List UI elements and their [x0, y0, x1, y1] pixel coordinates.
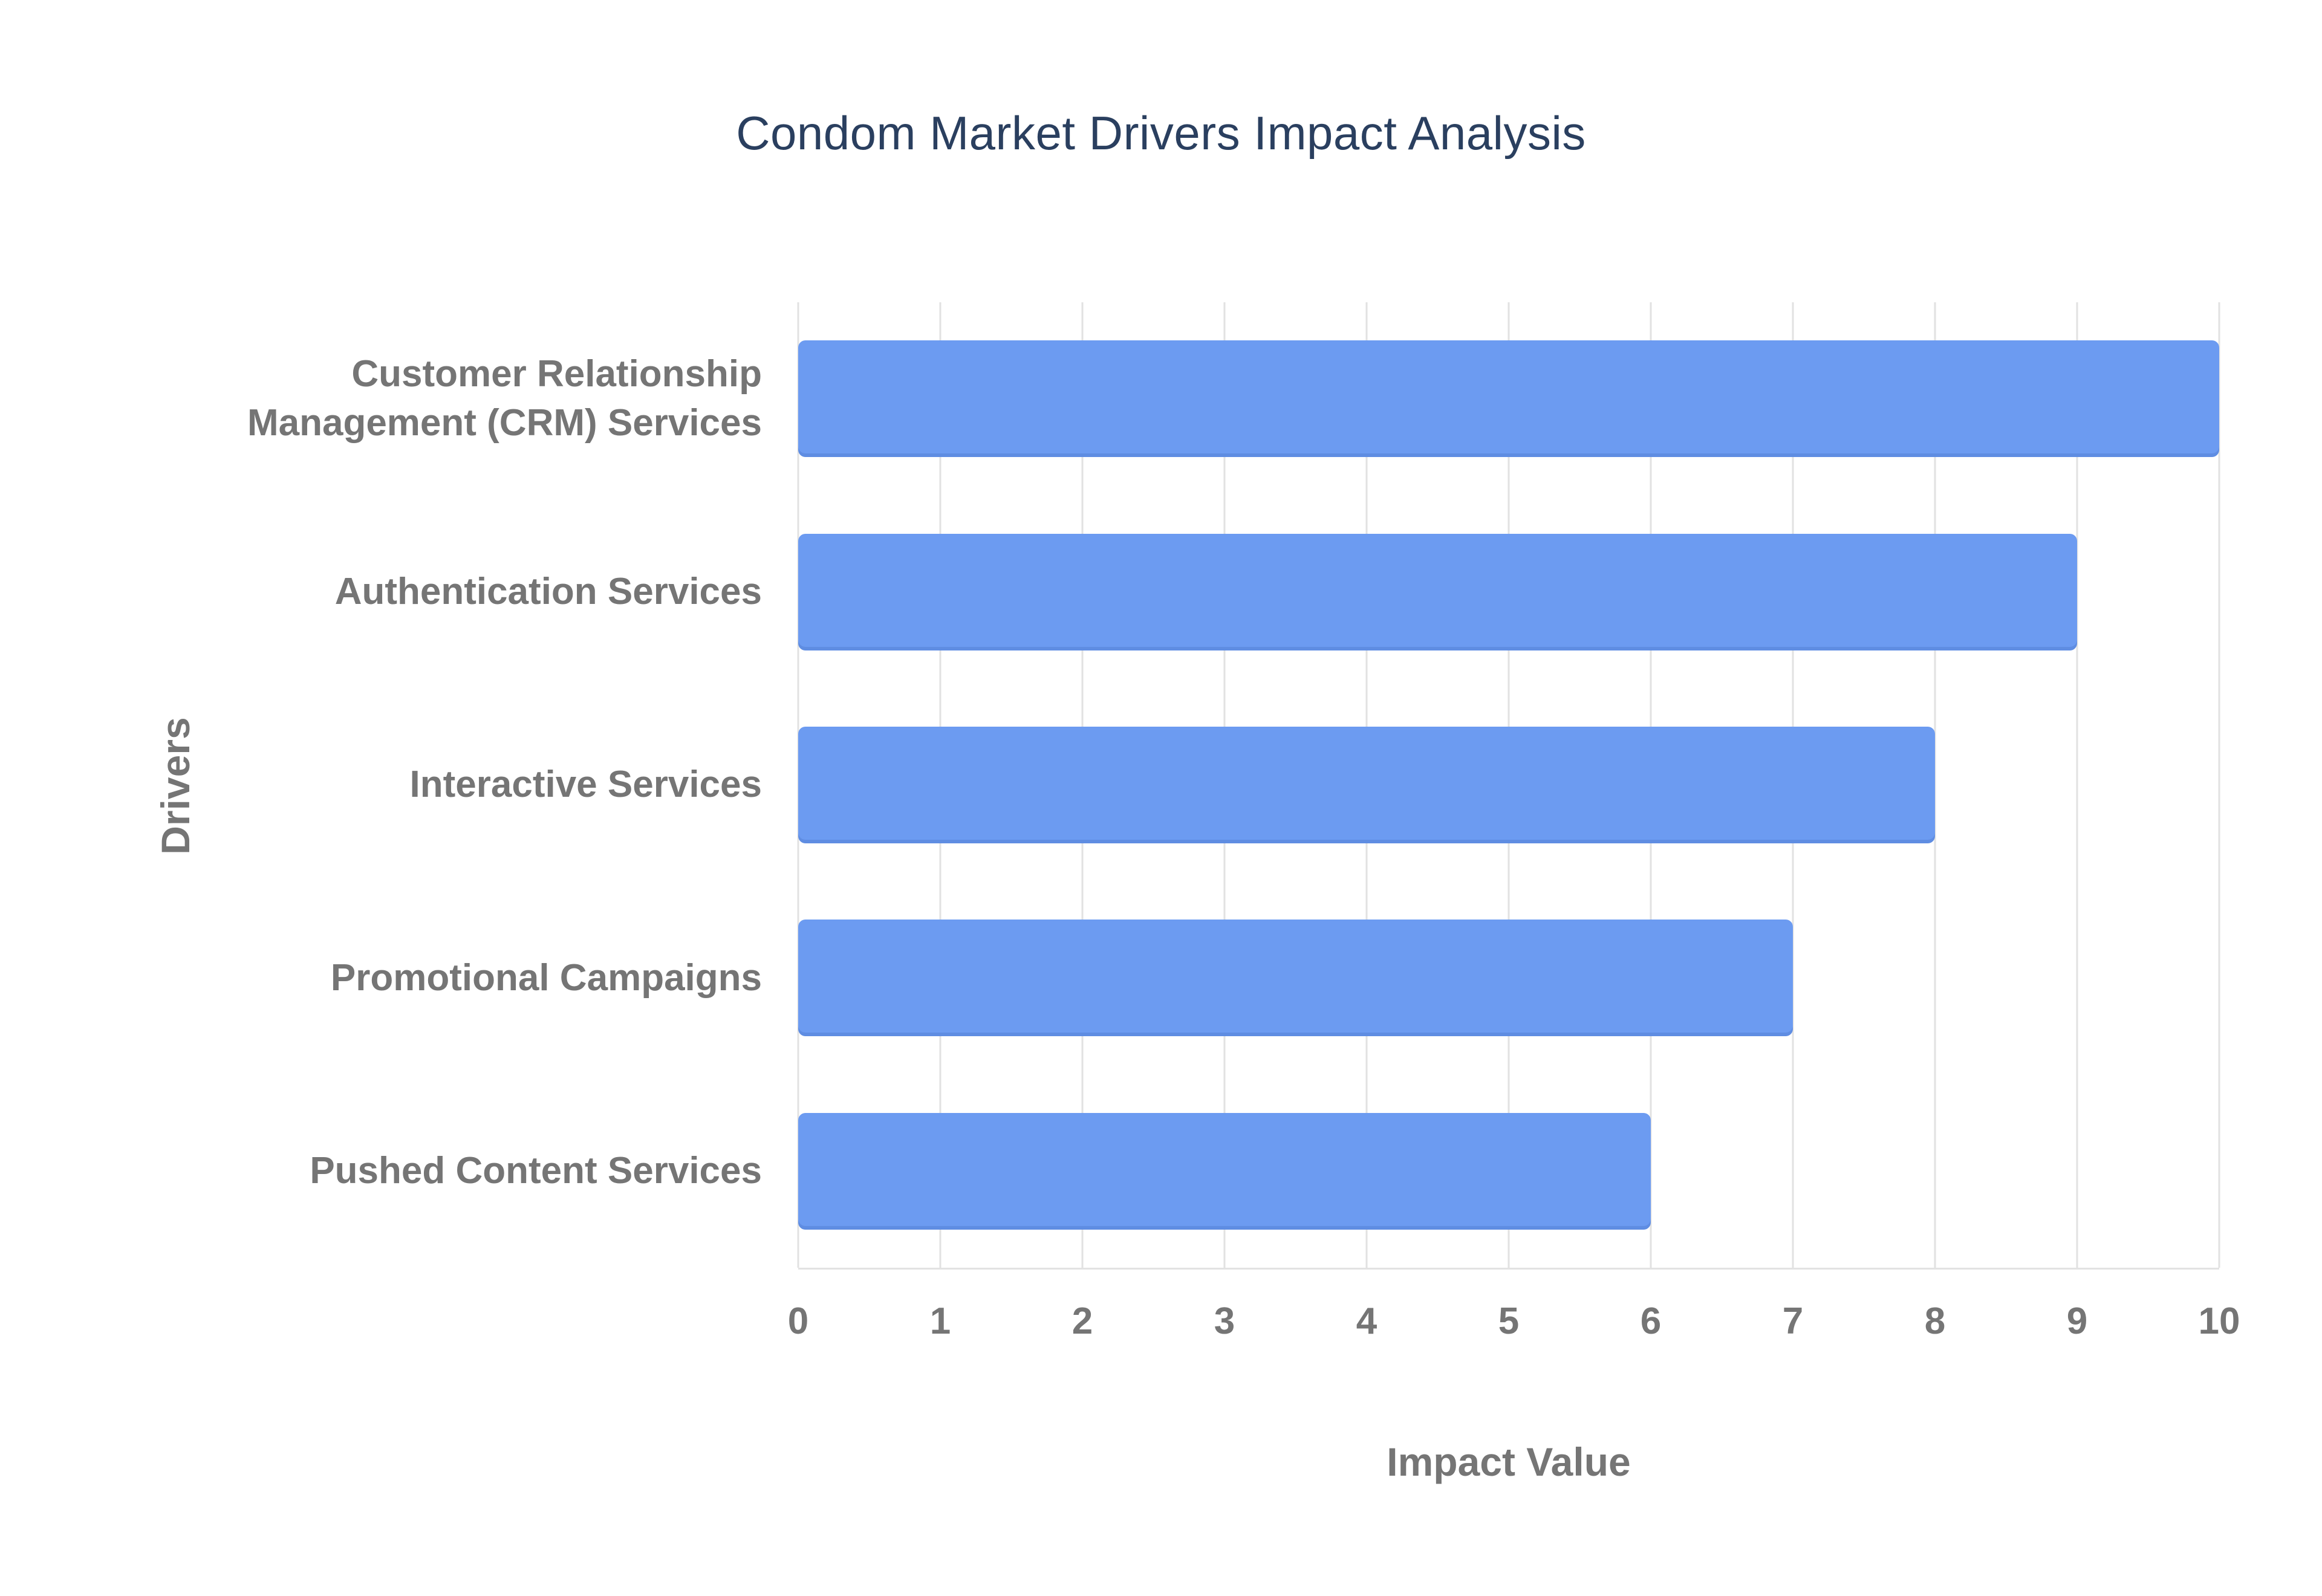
- x-axis-tick-label: 4: [1356, 1300, 1377, 1342]
- category-label: Promotional Campaigns: [330, 956, 762, 999]
- x-axis-tick-label: 8: [1924, 1300, 1946, 1342]
- y-axis-title: Drivers: [153, 717, 198, 855]
- x-axis-tick-label: 9: [2066, 1300, 2088, 1342]
- bar-3: [798, 727, 1935, 843]
- bar-2: [798, 534, 2077, 650]
- category-label: Customer Relationship Management (CRM) S…: [247, 353, 762, 444]
- gridline: [1934, 302, 1936, 1268]
- category-label: Interactive Services: [409, 764, 763, 806]
- x-axis-tick-label: 5: [1498, 1300, 1520, 1342]
- x-axis-tick-label: 1: [929, 1300, 951, 1342]
- category-label: Pushed Content Services: [310, 1149, 762, 1192]
- gridline: [2218, 302, 2220, 1268]
- bar-4: [798, 920, 1793, 1036]
- x-axis-tick-label: 2: [1072, 1300, 1093, 1342]
- gridline: [2076, 302, 2078, 1268]
- category-label: Authentication Services: [334, 570, 762, 612]
- x-axis-title: Impact Value: [1387, 1439, 1631, 1484]
- x-axis-tick-label: 6: [1640, 1300, 1662, 1342]
- x-axis-tick-label: 7: [1782, 1300, 1804, 1342]
- chart-title: Condom Market Drivers Impact Analysis: [736, 106, 1586, 160]
- bar-5: [798, 1113, 1651, 1230]
- x-axis-tick-label: 0: [787, 1300, 809, 1342]
- x-axis-tick-label: 3: [1214, 1300, 1235, 1342]
- x-axis-tick-labels: 0 1 2 3 4 5 6 7 8 9 10: [788, 1300, 2240, 1360]
- plot-area: [797, 302, 2220, 1270]
- bar-1: [798, 340, 2219, 457]
- x-axis-tick-label: 10: [2198, 1300, 2240, 1342]
- y-axis-category-labels: Customer Relationship Management (CRM) S…: [230, 302, 762, 1270]
